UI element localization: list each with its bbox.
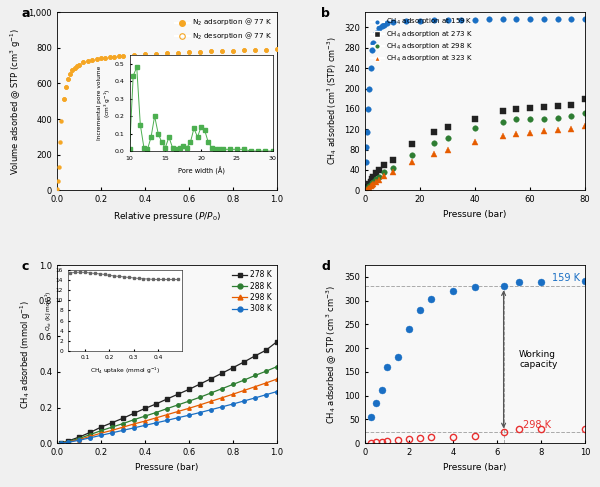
Y-axis label: CH$_4$ adsorbed @ STP (cm$^3$ cm$^{-3}$): CH$_4$ adsorbed @ STP (cm$^3$ cm$^{-3}$) [325, 285, 339, 424]
Y-axis label: CH$_4$ adsorbed (mmol g$^{-1}$): CH$_4$ adsorbed (mmol g$^{-1}$) [19, 300, 34, 409]
Text: 298 K: 298 K [523, 420, 551, 430]
Text: c: c [22, 260, 29, 273]
Legend: CH$_4$ adsorption at 159 K, CH$_4$ adsorption at 273 K, CH$_4$ adsorption at 298: CH$_4$ adsorption at 159 K, CH$_4$ adsor… [368, 16, 474, 65]
X-axis label: Relative pressure ($P/P_0$): Relative pressure ($P/P_0$) [113, 210, 221, 223]
Text: d: d [321, 260, 330, 273]
Text: 159 K: 159 K [552, 273, 580, 282]
X-axis label: Pressure (bar): Pressure (bar) [443, 210, 506, 219]
X-axis label: Pressure (bar): Pressure (bar) [136, 463, 199, 471]
Y-axis label: Volume adsorbed @ STP (cm$^3$ g$^{-1}$): Volume adsorbed @ STP (cm$^3$ g$^{-1}$) [8, 28, 23, 175]
Legend: N$_2$ adsorption @ 77 K, N$_2$ desorption @ 77 K: N$_2$ adsorption @ 77 K, N$_2$ desorptio… [174, 16, 274, 43]
Text: Working
capacity: Working capacity [519, 350, 557, 369]
Text: a: a [22, 7, 30, 20]
Text: b: b [321, 7, 330, 20]
X-axis label: Pressure (bar): Pressure (bar) [443, 463, 506, 471]
Legend: 278 K, 288 K, 298 K, 308 K: 278 K, 288 K, 298 K, 308 K [230, 269, 273, 315]
Y-axis label: CH$_4$ adsorbed (cm$^3$ (STP) cm$^{-3}$): CH$_4$ adsorbed (cm$^3$ (STP) cm$^{-3}$) [325, 37, 339, 166]
